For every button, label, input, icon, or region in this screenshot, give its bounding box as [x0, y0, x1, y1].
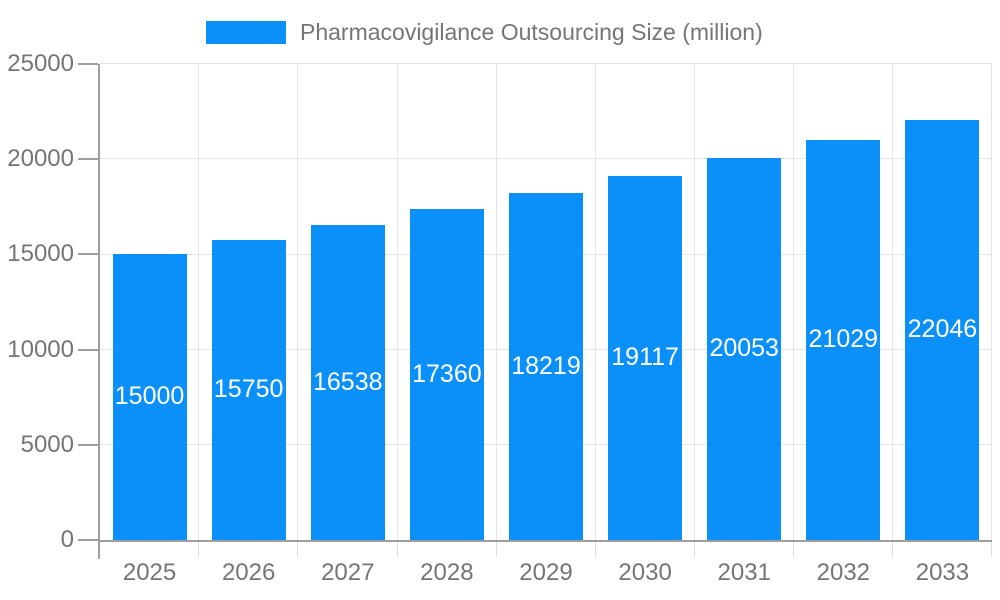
- plot-area: 15000 15750 16538 17360 18219 19117 20053 21029…: [78, 63, 992, 559]
- bar: [806, 139, 881, 540]
- v-gridline: [396, 64, 398, 540]
- v-gridline: [990, 64, 992, 540]
- x-tick-label: 2029: [519, 559, 573, 586]
- v-gridline: [793, 64, 795, 540]
- y-axis-tick: [78, 253, 98, 256]
- v-gridline: [594, 64, 596, 540]
- v-gridline: [693, 64, 695, 540]
- x-tick-label: 2028: [420, 559, 474, 586]
- x-axis-tick: [198, 542, 200, 557]
- x-axis-tick: [892, 542, 894, 557]
- bar: [112, 254, 187, 540]
- x-tick-label: 2026: [221, 559, 276, 586]
- legend-item[interactable]: Pharmacovigilance Outsourcing Size (mill…: [206, 20, 763, 45]
- v-gridline: [495, 64, 497, 540]
- x-tick-label: 2025: [122, 559, 177, 586]
- bar-value-label: 22046: [907, 315, 978, 344]
- x-tick-label: 2030: [618, 559, 672, 586]
- legend-swatch: [206, 21, 286, 44]
- bar: [608, 176, 683, 540]
- x-axis-tick: [793, 542, 795, 557]
- y-tick-label: 20000: [7, 145, 74, 173]
- v-gridline: [892, 64, 894, 540]
- h-gridline: [100, 63, 992, 65]
- x-tick-label: 2032: [816, 559, 871, 586]
- bar-value-label: 16538: [313, 367, 383, 396]
- bar-value-label: 21029: [808, 324, 879, 353]
- bar-value-label: 15000: [114, 382, 185, 411]
- x-axis-tick: [693, 542, 695, 557]
- x-tick-label: 2031: [717, 559, 771, 586]
- x-axis-tick: [396, 542, 398, 557]
- bar: [707, 158, 782, 540]
- y-axis-tick: [78, 348, 98, 351]
- bar: [211, 240, 286, 540]
- bar-value-label: 18219: [511, 351, 581, 380]
- x-axis-tick: [297, 542, 299, 557]
- x-axis-tick: [594, 542, 596, 557]
- y-axis-extension: [98, 540, 100, 559]
- h-gridline: [100, 158, 992, 160]
- v-gridline: [297, 64, 299, 540]
- y-tick-label: 25000: [7, 50, 74, 77]
- bar: [905, 120, 980, 540]
- y-axis: 0 5000 10000 15000 20000 25000: [0, 50, 74, 553]
- y-axis-tick: [78, 158, 98, 161]
- y-axis-tick: [78, 443, 98, 446]
- bar: [509, 193, 583, 540]
- y-tick-label: 0: [60, 526, 74, 553]
- legend-label: Pharmacovigilance Outsourcing Size (mill…: [300, 19, 763, 45]
- bar: [310, 225, 385, 540]
- x-tick-label: 2027: [321, 559, 375, 586]
- v-gridline: [198, 64, 200, 540]
- y-axis-tick: [78, 539, 98, 541]
- bar-value-label: 17360: [412, 359, 482, 388]
- x-axis-tick: [990, 542, 992, 557]
- x-axis: 2025 2026 2027 2028 2029 2030 2031 2032 2033: [100, 558, 992, 592]
- y-tick-label: 10000: [7, 335, 74, 363]
- y-tick-label: 15000: [7, 240, 74, 268]
- x-tick-label: 2033: [915, 559, 970, 586]
- y-axis-tick: [78, 63, 98, 65]
- bar-value-label: 19117: [611, 343, 679, 371]
- bar-value-label: 20053: [709, 334, 779, 363]
- x-axis-tick: [495, 542, 497, 557]
- bar: [409, 209, 484, 540]
- y-tick-label: 5000: [20, 430, 74, 458]
- bar-value-label: 15750: [213, 375, 284, 404]
- legend: Pharmacovigilance Outsourcing Size (mill…: [206, 20, 763, 45]
